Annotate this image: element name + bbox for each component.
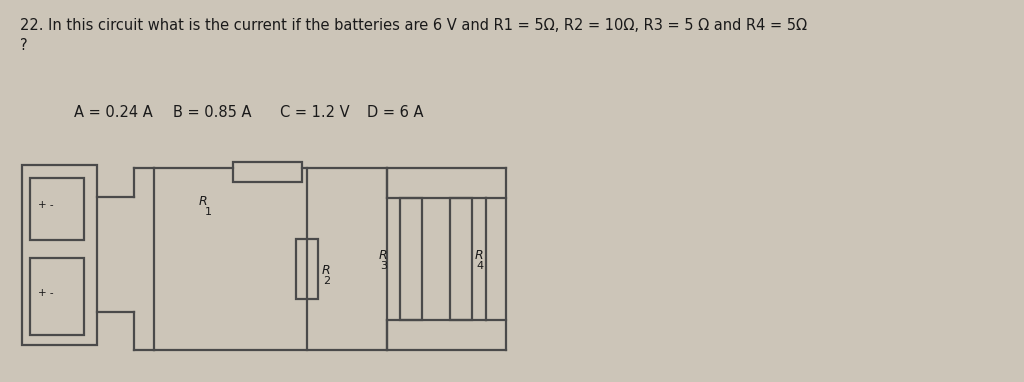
Text: + -: + -: [38, 200, 53, 210]
Text: B = 0.85 A: B = 0.85 A: [173, 105, 252, 120]
Text: 2: 2: [324, 276, 331, 286]
Bar: [30, 178, 84, 240]
Bar: [400, 198, 422, 320]
Bar: [451, 198, 472, 320]
Text: R: R: [379, 249, 387, 262]
Text: 3: 3: [381, 261, 388, 271]
Text: R: R: [199, 195, 207, 208]
Text: R: R: [322, 264, 330, 277]
Text: 4: 4: [477, 261, 484, 271]
Bar: [232, 162, 302, 182]
Text: R: R: [475, 249, 483, 262]
Text: ?: ?: [19, 38, 28, 53]
Bar: [30, 258, 84, 335]
Text: D = 6 A: D = 6 A: [367, 105, 423, 120]
Text: A = 0.24 A: A = 0.24 A: [75, 105, 154, 120]
Text: 22. In this circuit what is the current if the batteries are 6 V and R1 = 5Ω, R2: 22. In this circuit what is the current …: [19, 18, 807, 33]
Text: 1: 1: [205, 207, 212, 217]
Bar: [296, 239, 318, 299]
Bar: [22, 165, 97, 345]
Text: C = 1.2 V: C = 1.2 V: [280, 105, 349, 120]
Text: + -: + -: [38, 288, 53, 298]
